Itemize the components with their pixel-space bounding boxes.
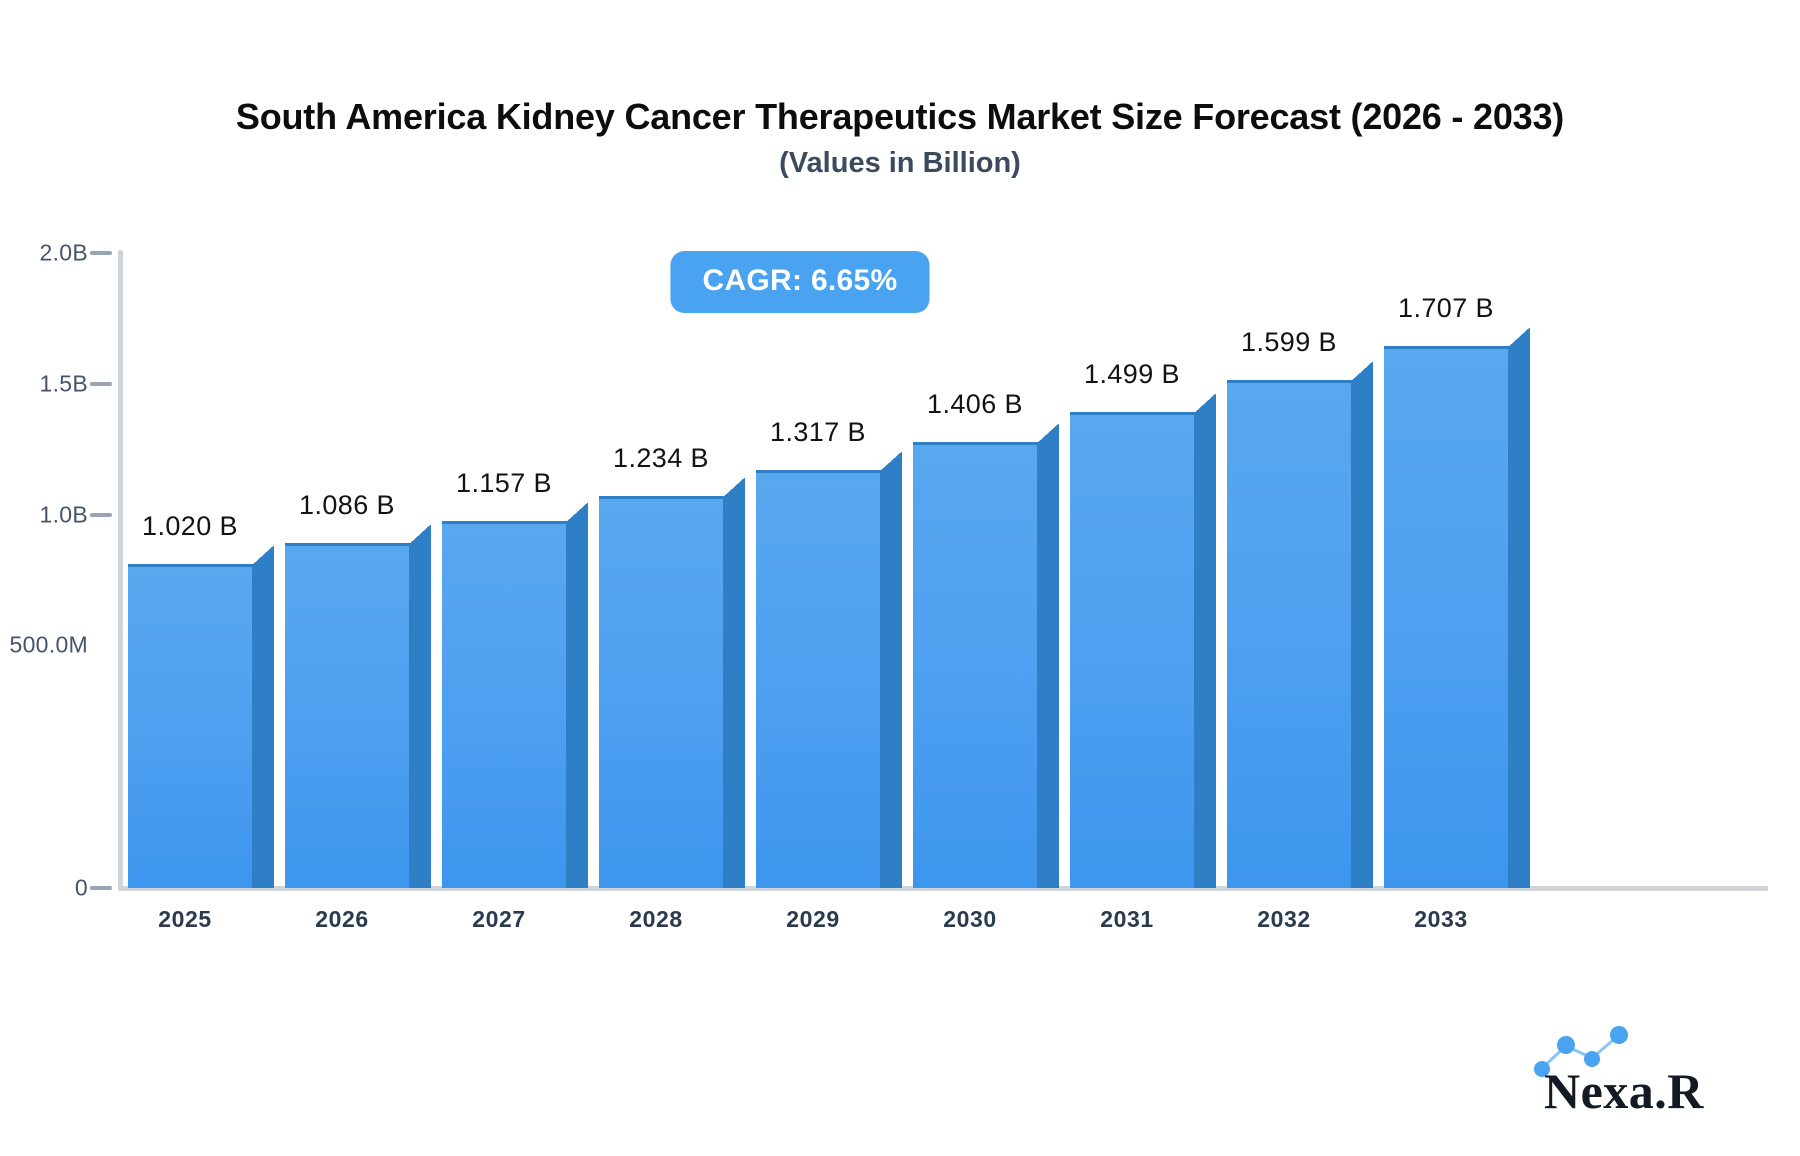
bar-side-face <box>566 502 588 888</box>
bar-front-face <box>1384 346 1508 888</box>
bar-value-label: 1.599 B <box>1241 327 1337 358</box>
bar-2031[interactable]: 1.499 B <box>1070 359 1216 888</box>
x-tick-label-2027: 2027 <box>472 906 526 932</box>
bar-front-face <box>756 469 880 888</box>
bar-2032[interactable]: 1.599 B <box>1227 327 1373 888</box>
y-tick-mark-2-0b <box>90 251 112 255</box>
bar-front-face <box>128 564 252 888</box>
x-tick-label-2033: 2033 <box>1414 906 1468 932</box>
y-tick-label-1-5b: 1.5B <box>39 370 88 397</box>
logo-text: Nexa.R <box>1544 1063 1704 1119</box>
x-tick-label-2032: 2032 <box>1257 906 1311 932</box>
chart-subtitle: (Values in Billion) <box>779 147 1021 179</box>
bar-value-label: 1.499 B <box>1084 359 1180 390</box>
y-tick-mark-0 <box>90 886 112 890</box>
x-axis-line <box>118 886 1768 891</box>
brand-logo: Nexa.R <box>1526 1024 1776 1132</box>
x-tick-label-2030: 2030 <box>943 906 997 932</box>
bar-2029[interactable]: 1.317 B <box>756 417 902 888</box>
bar-side-face <box>723 478 745 888</box>
chart-title: South America Kidney Cancer Therapeutics… <box>235 96 1565 137</box>
network-dots-icon <box>1534 1026 1628 1077</box>
bar-side-face <box>1037 423 1059 888</box>
bar-value-label: 1.317 B <box>770 416 866 447</box>
bar-value-label: 1.234 B <box>613 443 709 474</box>
bar-2033[interactable]: 1.707 B <box>1384 293 1530 888</box>
y-tick-label-2-0b: 2.0B <box>39 239 88 266</box>
bar-value-label: 1.406 B <box>927 388 1023 419</box>
bar-front-face <box>442 520 566 888</box>
bar-value-label: 1.086 B <box>299 490 395 521</box>
bar-side-face <box>409 525 431 888</box>
y-axis-line <box>118 250 123 890</box>
cagr-badge: CAGR: 6.65% <box>670 251 930 313</box>
y-tick-label-0: 0 <box>74 874 88 901</box>
bar-side-face <box>880 451 902 888</box>
bar-front-face <box>1070 412 1194 888</box>
bar-side-face <box>1194 394 1216 888</box>
bar-2027[interactable]: 1.157 B <box>442 468 588 888</box>
bar-side-face <box>252 546 274 888</box>
bar-front-face <box>1227 380 1351 888</box>
x-tick-label-2031: 2031 <box>1100 906 1154 932</box>
bar-2030[interactable]: 1.406 B <box>913 389 1059 888</box>
bar-front-face <box>913 441 1037 888</box>
bar-front-face <box>285 543 409 888</box>
bar-value-label: 1.020 B <box>142 511 238 542</box>
bar-front-face <box>599 496 723 888</box>
y-tick-mark-1-5b <box>90 382 112 386</box>
x-tick-label-2028: 2028 <box>629 906 683 932</box>
bar-2025[interactable]: 1.020 B <box>128 511 274 888</box>
bar-side-face <box>1508 328 1530 888</box>
bar-value-label: 1.157 B <box>456 467 552 498</box>
x-tick-label-2029: 2029 <box>786 906 840 932</box>
bar-2026[interactable]: 1.086 B <box>285 490 431 888</box>
x-tick-label-2025: 2025 <box>158 906 212 932</box>
bar-side-face <box>1351 362 1373 888</box>
y-tick-label-500m: 500.0M <box>9 631 88 658</box>
x-tick-label-2026: 2026 <box>315 906 369 932</box>
bar-2028[interactable]: 1.234 B <box>599 443 745 888</box>
bar-value-label: 1.707 B <box>1398 293 1494 324</box>
y-tick-label-1-0b: 1.0B <box>39 501 88 528</box>
y-tick-mark-1-0b <box>90 513 112 517</box>
